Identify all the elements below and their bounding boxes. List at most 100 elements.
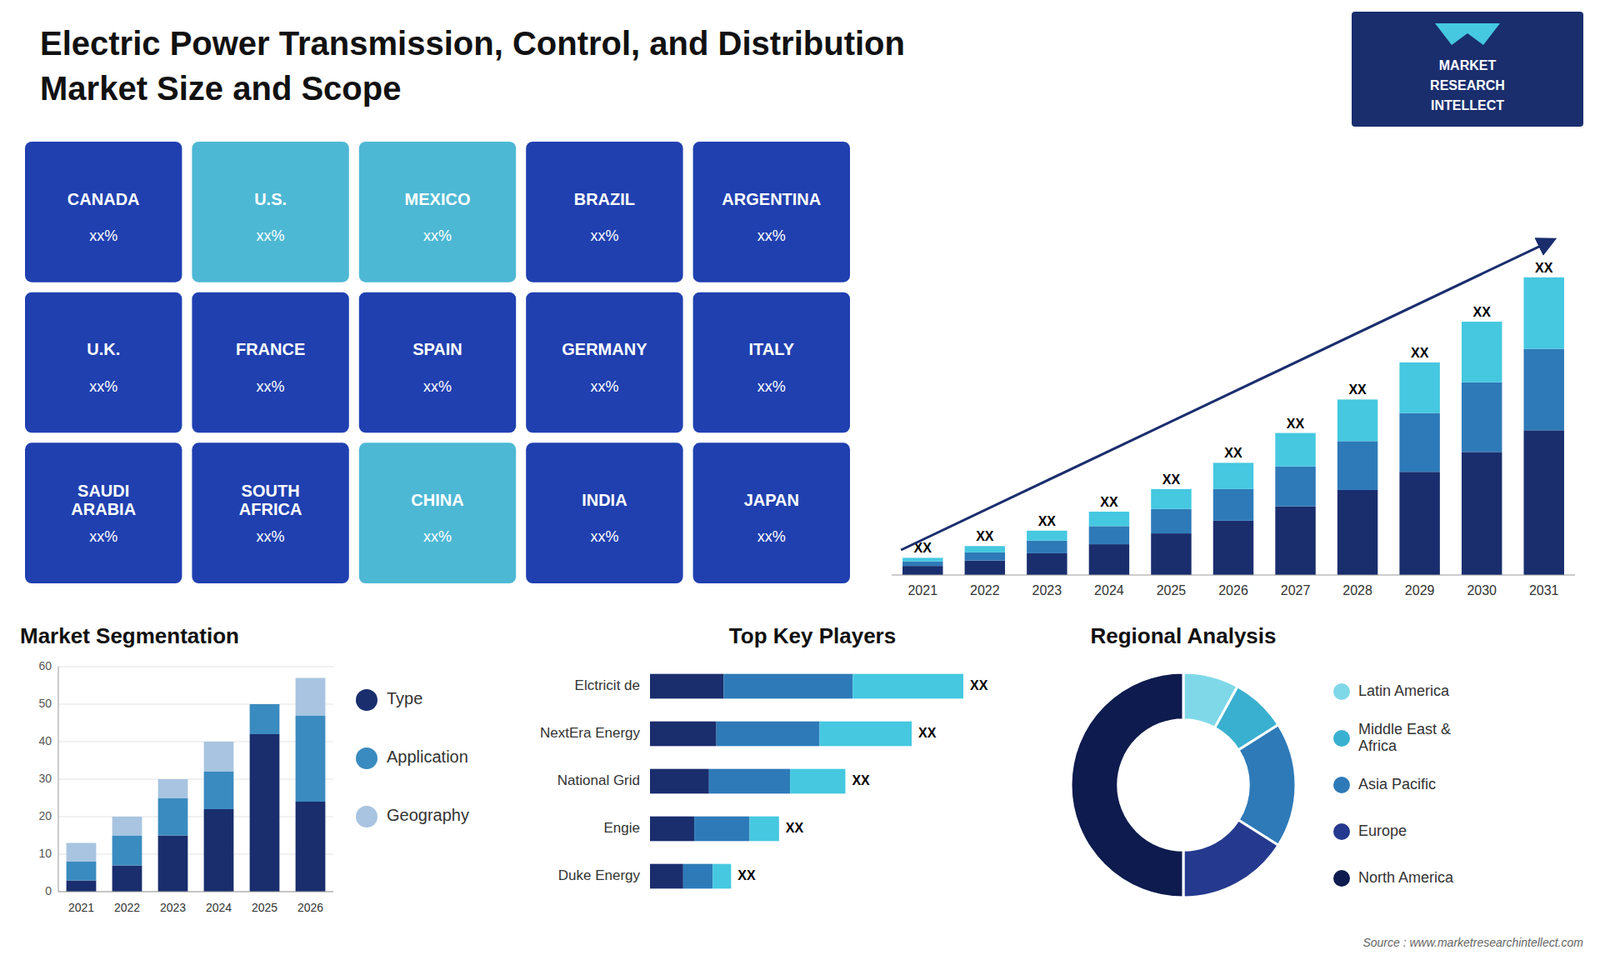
grid-line (58, 741, 334, 743)
bar-segment (158, 835, 189, 893)
country-value-label: xx% (89, 378, 118, 395)
legend-swatch (1333, 823, 1350, 840)
x-tick-label: 2027 (1280, 583, 1311, 598)
section-title: Market Segmentation (20, 623, 240, 649)
bar-segment (1089, 544, 1130, 575)
bar-segment (723, 674, 853, 700)
country-label: CHINA (410, 490, 464, 510)
bars (66, 678, 326, 893)
x-tick-label: 2030 (1466, 583, 1497, 598)
country-label: ARGENTINA (721, 190, 821, 209)
bar-segment (250, 734, 280, 892)
bar-segment (790, 769, 845, 795)
bar-segment (250, 704, 280, 705)
bar-segment (112, 865, 143, 893)
country-label: GERMANY (561, 340, 648, 359)
logo-text: RESEARCH (1430, 78, 1505, 93)
legend-label: Asia Pacific (1358, 775, 1436, 793)
country-label: U.S. (254, 190, 287, 209)
bar-segment (1213, 489, 1254, 521)
country-tile (359, 442, 516, 584)
country-value-label: xx% (757, 378, 786, 395)
country-label: SPAIN (412, 340, 463, 359)
bar-segment (1089, 525, 1130, 545)
bar-segment (1026, 553, 1067, 575)
bar-segment (295, 715, 326, 803)
x-tick-label: 2024 (1094, 583, 1125, 598)
grid-line (58, 704, 334, 705)
country-label: BRAZIL (574, 190, 635, 209)
legend-swatch (1333, 730, 1350, 747)
bar-segment (965, 560, 1005, 575)
legend-swatch (355, 747, 378, 770)
bar-segment (1399, 362, 1440, 414)
x-axis-line (891, 575, 1575, 576)
x-tick-label: 2025 (251, 900, 278, 915)
bar-segment (965, 552, 1005, 561)
bar-segment (716, 721, 820, 747)
country-tile (525, 141, 683, 283)
legend-label: Type (386, 689, 423, 708)
country-tile (191, 141, 349, 283)
legend-swatch (1333, 870, 1350, 887)
bar-segment (1337, 490, 1378, 575)
title: Electric Power Transmission, Control, an… (40, 25, 905, 62)
legend-label: Geography (386, 805, 470, 825)
bar-segment (1213, 462, 1254, 489)
bar-segment (1337, 399, 1378, 441)
country-label: SAUDIARABIA (70, 481, 136, 519)
bar-segment (650, 864, 684, 890)
bar-annotation: XX (1038, 514, 1057, 529)
source-note: Source : www.marketresearchintellect.com (1362, 935, 1584, 950)
country-value-label: xx% (590, 378, 619, 395)
bar-annotation: XX (918, 725, 937, 740)
bar-segment (902, 565, 943, 575)
country-value-label: xx% (423, 227, 452, 245)
bar-annotation: XX (1473, 305, 1492, 320)
bar-segment (650, 816, 695, 842)
legend-label: Latin America (1358, 682, 1450, 700)
grid-line (58, 779, 334, 780)
bar-segment (650, 674, 724, 700)
donut-slice (1070, 672, 1184, 898)
bar-segment (1524, 430, 1565, 575)
bars (650, 674, 964, 890)
category-label: Engie (604, 820, 640, 836)
bar-segment (749, 816, 779, 842)
country-value-label: xx% (757, 528, 786, 545)
country-label: JAPAN (744, 490, 800, 510)
bar-annotation: XX (1535, 260, 1554, 275)
country-value-label: xx% (256, 528, 285, 545)
bar-segment (158, 798, 189, 836)
section-title: Top Key Players (729, 623, 896, 649)
bar-segment (709, 769, 790, 795)
category-label: Elctricit de (575, 677, 640, 694)
grid-line (58, 891, 334, 893)
country-label: INDIA (581, 490, 627, 510)
legend-label: Application (386, 747, 469, 766)
bar-segment (112, 816, 143, 836)
x-tick-label: 2023 (160, 900, 186, 915)
legend-label: North America (1358, 869, 1455, 886)
y-tick-label: 50 (38, 696, 52, 710)
trend-arrow (900, 240, 1554, 550)
bar-segment (965, 545, 1005, 553)
country-tile (693, 141, 850, 283)
country-label: SOUTHAFRICA (239, 481, 303, 519)
country-label: MEXICO (405, 190, 471, 209)
legend-label: Europe (1358, 822, 1407, 840)
legend-swatch (1333, 776, 1350, 794)
legend-label: Middle East &Africa (1358, 720, 1451, 755)
x-tick-label: 2023 (1032, 583, 1063, 598)
y-axis-line (58, 666, 60, 892)
country-tile (25, 141, 182, 283)
country-tile (25, 442, 182, 584)
x-tick-label: 2028 (1342, 583, 1373, 598)
bar-segment (204, 771, 235, 810)
country-tile (359, 292, 516, 434)
y-tick-label: 0 (45, 884, 52, 898)
bar-segment (1150, 489, 1191, 510)
bar-segment (250, 704, 280, 735)
infographic: Electric Power Transmission, Control, an… (0, 0, 1600, 955)
bar-segment (852, 674, 964, 700)
